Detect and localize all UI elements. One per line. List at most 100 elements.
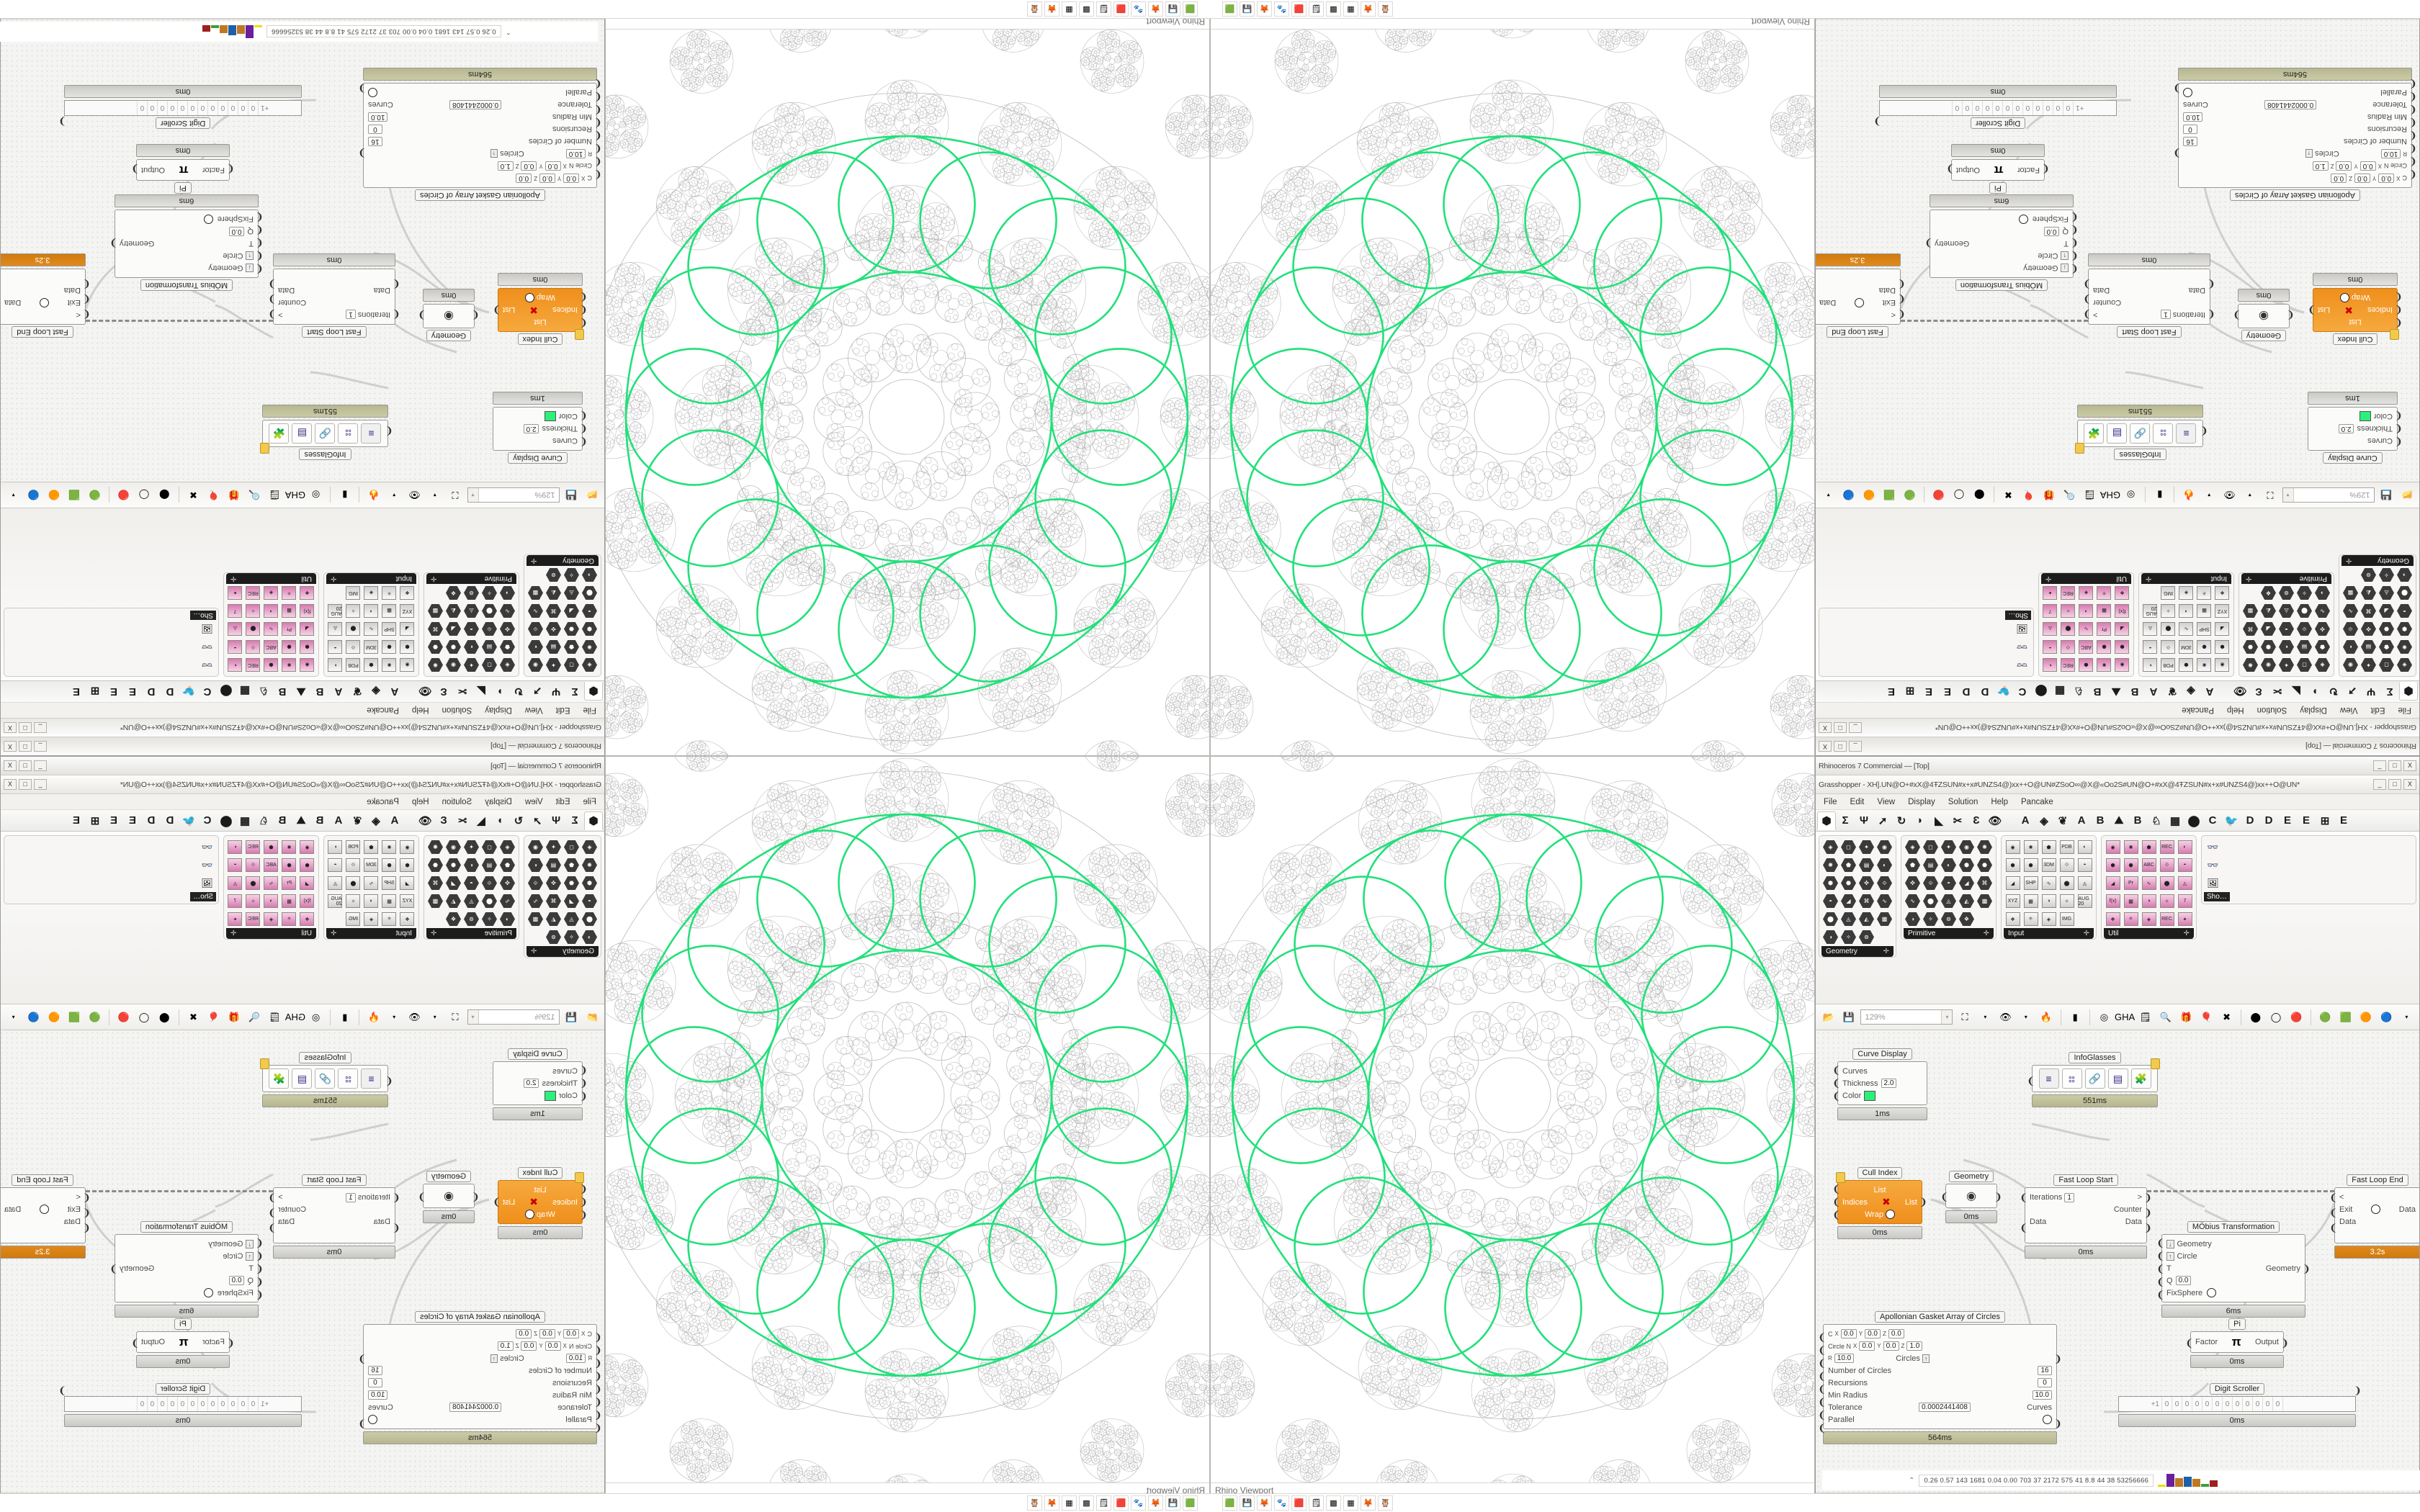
port-in-iterations[interactable]: ❨	[392, 310, 400, 320]
palette-icon-geometry-11[interactable]: ⟐	[526, 620, 544, 638]
rhino-window-buttons[interactable]: _ □ X	[4, 760, 47, 771]
component-fast-loop-end[interactable]: Fast Loop End ❨ ❨ ❨ ❩ < Exit Data Data 3	[1816, 253, 1901, 338]
taskbar-icon-8[interactable]: 💾	[1165, 1, 1180, 17]
taskbar-icon-13[interactable]: 🐾	[1274, 1495, 1289, 1511]
palette-icon-geometry-16[interactable]: ⬤	[581, 584, 599, 602]
infoglasses-body[interactable]: ❨ ≡ ⦂⦂ 🔗 ▤ 🧩	[2032, 1065, 2158, 1092]
canvas-toolbar[interactable]: 📂 💾 129% ▾ ⛶ ▾ 👁 ▾ 🔥 ▮ ◎ GHA 🗒 🔍 🎁 🎈 ✖ ⬤…	[1816, 482, 2419, 508]
port-out-next[interactable]: ❩	[268, 310, 277, 320]
palette-icon-geometry-18[interactable]: ◭	[544, 584, 563, 602]
bake-flame-icon[interactable]: 🔥	[365, 1009, 382, 1026]
port-in-geometry[interactable]: ❨	[2070, 264, 2079, 274]
port-in-wrap[interactable]: ❨	[579, 292, 588, 302]
palette-icon-geometry-20[interactable]: ◑	[2396, 566, 2414, 584]
port-in-geometry-param[interactable]: ❨	[471, 310, 480, 320]
palette-icon-geometry-5[interactable]: ⬟	[563, 856, 581, 874]
rhino-titlebar[interactable]: Rhinoceros 7 Commercial — [Top] _ □ X	[1, 737, 604, 755]
ribbon-tab-18[interactable]: ▦	[2051, 683, 2069, 701]
palette-icon-geometry-15[interactable]: ∿	[2341, 602, 2360, 620]
port-in-infoglasses[interactable]: ❨	[2200, 426, 2208, 436]
canvas-toolbar[interactable]: 📂 💾 129% ▾ ⛶ ▾ 👁 ▾ 🔥 ▮ ◎ GHA 🗒 🔍 🎁 🎈 ✖ ⬤…	[1816, 1004, 2419, 1030]
palette-group-util[interactable]: ◉ ✺ ⬟ REC ◐ ⬢ ⬣ ABC ⟐ ◓ ◢ Pr ∿ ⬤ ◬ f(x) ▩ ◑ ✧ 7 ❖ ⍟ ◈ REC ✦ Util ✛	[2101, 835, 2197, 940]
palette-icon-input-1[interactable]: ✺	[2022, 838, 2040, 856]
palette-icon-primitive-9[interactable]: ⬣	[1976, 856, 1994, 874]
palette-icon-util-8[interactable]: ⟐	[2059, 638, 2077, 656]
taskbar-icon-3[interactable]: ▩	[1079, 1, 1094, 17]
palette-group-primitive[interactable]: ◈ ◻ ✦ ◉ ✺ ⬟ ▤ ◐ ⬢ ⬣ ✜ ⟐ ◓ ◢ ⌘ ∿ ⬤ ◬ ◭ ▩ ◑ ✧ ⊚ ❖ Primitive ✛	[2238, 572, 2334, 677]
digit-4[interactable]: 0	[207, 101, 218, 115]
pi-body[interactable]: ❨ ❩ Factor π Output	[2190, 1331, 2284, 1353]
port-in-curves[interactable]: ❨	[579, 437, 588, 447]
grasshopper-window-bottom-right[interactable]: Rhinoceros 7 Commercial — [Top] _ □ X Gr…	[1815, 756, 2420, 1512]
digit-5[interactable]: 0	[2213, 1397, 2223, 1411]
palette-icon-primitive-19[interactable]: ▩	[2241, 602, 2259, 620]
fixsphere-toggle[interactable]	[204, 215, 213, 224]
infoglasses-button-0[interactable]: ≡	[362, 1068, 382, 1089]
ribbon-tab-22[interactable]: D	[161, 811, 179, 830]
palette-expand-icon[interactable]: ✛	[230, 575, 236, 582]
palette-icon-geometry-21[interactable]: ✧	[2378, 566, 2396, 584]
palette-icon-primitive-14[interactable]: ⌘	[426, 874, 444, 892]
palette-icon-geometry-8[interactable]: ⬢	[1821, 874, 1839, 892]
digit-8[interactable]: 0	[1982, 101, 1992, 115]
taskbar-icon-16[interactable]: ▩	[1326, 1495, 1341, 1511]
ribbon-tab-23[interactable]: D	[142, 683, 161, 701]
palette-icon-util-10[interactable]: ◢	[2113, 620, 2131, 638]
port-in-c[interactable]: ❨	[593, 170, 602, 180]
palette-icon-primitive-4[interactable]: ✺	[426, 656, 444, 674]
taskbar-icon-12[interactable]: 🦊	[1257, 1495, 1272, 1511]
grasshopper-window-top-left[interactable]: Rhinoceros 7 Commercial — [Top] _ □ X Gr…	[0, 0, 605, 756]
minimize-button[interactable]: _	[34, 760, 47, 771]
palette-icon-input-0[interactable]: ◉	[398, 838, 416, 856]
rhino-viewport-panel[interactable]: Rhino Viewport Top ▲	[1210, 0, 1815, 756]
palette-icon-primitive-19[interactable]: ▩	[426, 892, 444, 910]
preview-orange-icon[interactable]: 🟠	[45, 487, 62, 504]
ribbon-tab-strip[interactable]: ⬢ Σ Ψ ➚ ↻ ◗ ◣ ✂ Ɛ 👁 A ◈ ❦ A B ⛰ B ♘ ▦ ⬤ C 🐦 D D E E ⊞ E	[1816, 680, 2419, 702]
palette-icon-primitive-16[interactable]: ⬤	[1922, 892, 1940, 910]
zoom-extents-dropdown-icon[interactable]: ▾	[2241, 487, 2258, 504]
digit-7[interactable]: 0	[177, 101, 187, 115]
port-out-pi[interactable]: ❩	[131, 1338, 140, 1348]
palette-icon-geometry-7[interactable]: ◐	[2341, 638, 2360, 656]
value-thickness[interactable]: 2.0	[1881, 1079, 1897, 1088]
palette-icon-input-2[interactable]: ⬟	[2040, 838, 2058, 856]
palette-icon-geometry-22[interactable]: ⊚	[2360, 566, 2378, 584]
port-in-tolerance[interactable]: ❨	[2408, 92, 2417, 102]
palette-icon-input-23[interactable]: IMG	[2159, 584, 2177, 602]
sphere-black-icon[interactable]: ⬤	[2247, 1009, 2264, 1026]
ribbon-tab-2[interactable]: Ψ	[547, 683, 565, 701]
port-out-data[interactable]: ❩	[268, 1223, 277, 1233]
palette-icon-primitive-0[interactable]: ◈	[498, 656, 516, 674]
apollonian-body[interactable]: ❩ ❩ ❨ ❨ ❨ ❨ ❨ ❨ ❨ ❨ C X 0.0 Y 0.0	[363, 1324, 597, 1429]
parallel-toggle[interactable]	[2043, 1415, 2052, 1424]
grasshopper-canvas[interactable]: Curve Display ❨ ❨ ❨ Curves Thickness 2.0…	[1816, 19, 2419, 482]
port-out-mobius-geometry[interactable]: ❩	[2302, 1264, 2311, 1274]
palette-icon-geometry-7[interactable]: ◐	[526, 856, 544, 874]
palette-expand-icon[interactable]: ✛	[2084, 930, 2089, 937]
cull-index-body[interactable]: ❨ ❨ ❨ ❩ List Indices ✖ List Wrap	[498, 288, 583, 332]
value-m-q[interactable]: 0.0	[229, 1276, 245, 1285]
palette-icon-input-14[interactable]: ◬	[2141, 620, 2159, 638]
palette-icon-geometry-2[interactable]: ✦	[544, 656, 563, 674]
maximize-button[interactable]: □	[19, 741, 32, 752]
port-in-n[interactable]: ❨	[1818, 1345, 1827, 1355]
taskbar-icon-6[interactable]: 🐾	[1131, 1, 1146, 17]
port-in-iterations[interactable]: ❨	[2207, 310, 2215, 320]
palette-group-primitive[interactable]: ◈ ◻ ✦ ◉ ✺ ⬟ ▤ ◐ ⬢ ⬣ ✜ ⟐ ◓ ◢ ⌘ ∿ ⬤ ◬ ◭ ▩ ◑ ✧ ⊚ ❖ Primitive ✛	[424, 572, 519, 677]
palette-icon-geometry-15[interactable]: ∿	[1876, 892, 1894, 910]
palette-icon-input-5[interactable]: ⬢	[2004, 856, 2022, 874]
palette-icon-primitive-2[interactable]: ✦	[462, 838, 480, 856]
search-icon[interactable]: 🔍	[246, 487, 262, 504]
taskbar-icon-1[interactable]: 🦊	[1044, 1495, 1059, 1511]
value-ap-ny[interactable]: 0.0	[1883, 1341, 1899, 1351]
digit-sign[interactable]: +1	[2073, 101, 2116, 115]
infoglasses-button-3[interactable]: ▤	[292, 423, 313, 444]
exit-toggle[interactable]	[40, 1205, 49, 1214]
port-out-digits[interactable]: ❩	[58, 117, 67, 127]
preview-eye-icon[interactable]: 👁	[406, 1009, 423, 1026]
ribbon-tab-15[interactable]: ⛰	[292, 683, 310, 701]
menu-file[interactable]: File	[1817, 796, 1844, 808]
palette-icon-input-11[interactable]: SHP	[380, 620, 398, 638]
palette-icon-input-9[interactable]: ◓	[326, 856, 344, 874]
palette-expand-icon[interactable]: ✛	[331, 930, 336, 937]
